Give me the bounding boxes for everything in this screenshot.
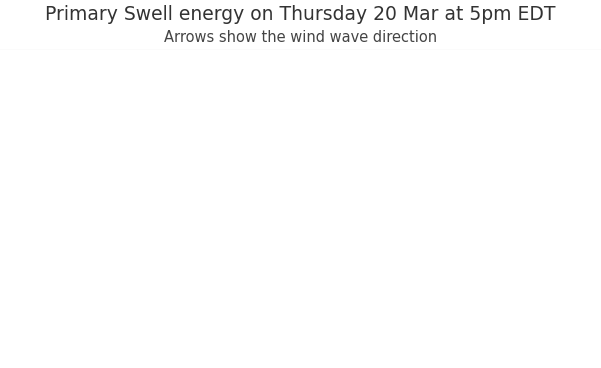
Text: Map requires cartopy: Map requires cartopy [227,202,374,216]
Text: Arrows show the wind wave direction: Arrows show the wind wave direction [164,30,437,45]
Text: Primary Swell energy on Thursday 20 Mar at 5pm EDT: Primary Swell energy on Thursday 20 Mar … [45,6,556,25]
